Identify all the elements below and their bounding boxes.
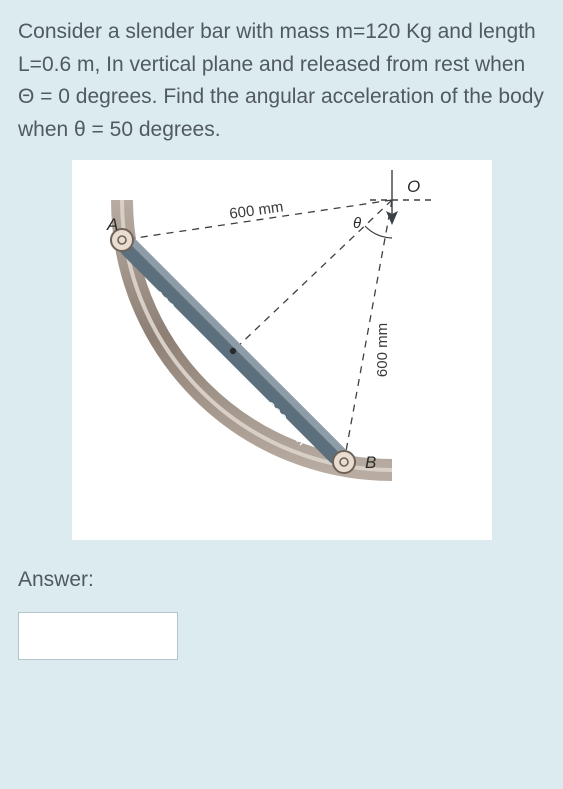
- track-arc: [122, 200, 392, 470]
- point-G: [229, 348, 235, 354]
- label-B: B: [365, 453, 376, 472]
- label-theta: θ: [353, 215, 361, 232]
- figure-container: O A B G θ 600 mm 600 mm 300 mm 300 mm: [72, 160, 492, 540]
- label-O: O: [407, 177, 420, 196]
- label-len-OA: 600 mm: [228, 199, 284, 223]
- figure-svg: O A B G θ 600 mm 600 mm 300 mm 300 mm: [72, 160, 492, 540]
- end-cap-B: [333, 451, 355, 473]
- label-len-OB: 600 mm: [374, 323, 391, 377]
- question-text: Consider a slender bar with mass m=120 K…: [18, 16, 545, 146]
- answer-input[interactable]: [18, 612, 178, 660]
- label-A: A: [106, 215, 118, 234]
- angle-theta-arc: [365, 226, 392, 238]
- answer-label: Answer:: [18, 568, 545, 592]
- bar-AB: [111, 229, 355, 473]
- label-G: G: [212, 360, 225, 379]
